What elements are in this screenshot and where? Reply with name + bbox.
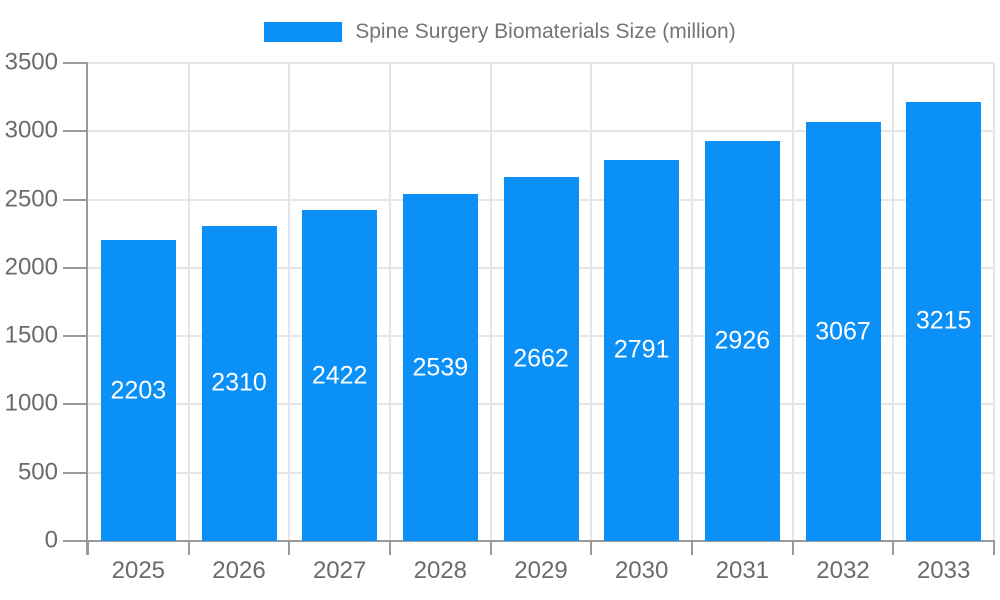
y-axis-label: 1500 <box>4 321 58 349</box>
bar-value-label: 2539 <box>412 353 469 382</box>
x-axis-label: 2031 <box>715 557 770 584</box>
bar-2028[interactable]: 2539 <box>402 194 478 541</box>
gridline-vertical <box>288 63 291 541</box>
gridline-horizontal <box>88 62 994 64</box>
gridline-vertical <box>187 63 190 541</box>
y-axis-label: 2000 <box>4 253 58 281</box>
y-axis-label: 2500 <box>4 185 58 213</box>
y-axis-tick <box>63 335 88 338</box>
y-axis-line <box>86 63 88 555</box>
bar-value-label: 3067 <box>815 317 871 346</box>
bar-2029[interactable]: 2662 <box>503 177 579 541</box>
y-axis-tick <box>63 403 88 406</box>
x-axis-label: 2032 <box>816 557 870 584</box>
x-axis-label: 2027 <box>312 557 367 584</box>
bar-value-label: 2926 <box>714 326 771 355</box>
chart-legend: Spine Surgery Biomaterials Size (million… <box>0 19 1000 45</box>
y-axis-label: 3000 <box>4 116 58 144</box>
y-axis-tick <box>63 130 88 133</box>
bar-value-label: 2791 <box>613 335 670 364</box>
bar-2031[interactable]: 2926 <box>704 141 780 541</box>
x-axis-tick <box>590 540 593 555</box>
x-axis-tick <box>892 540 895 555</box>
x-axis-tick <box>288 540 291 555</box>
y-axis-label: 0 <box>44 526 58 554</box>
y-axis-tick <box>63 266 88 269</box>
gridline-vertical <box>489 63 492 541</box>
gridline-vertical <box>389 63 391 541</box>
bar-2033[interactable]: 3215 <box>906 101 982 541</box>
x-axis-tick <box>389 540 391 555</box>
gridline-vertical <box>892 63 895 541</box>
x-axis-label: 2033 <box>916 557 971 584</box>
x-axis-tick <box>489 540 492 555</box>
x-axis-label: 2025 <box>111 557 166 584</box>
y-axis-label: 3500 <box>4 48 58 76</box>
gridline-vertical <box>993 63 995 541</box>
x-axis-label: 2029 <box>514 557 568 584</box>
bar-2027[interactable]: 2422 <box>302 210 378 541</box>
bar-2030[interactable]: 2791 <box>604 159 680 541</box>
x-axis-tick <box>691 540 693 555</box>
legend-label: Spine Surgery Biomaterials Size (million… <box>355 20 736 43</box>
x-axis-tick <box>87 540 89 555</box>
bar-value-label: 3215 <box>915 306 972 335</box>
bar-2026[interactable]: 2310 <box>201 225 277 541</box>
legend-swatch-icon <box>264 22 343 42</box>
y-axis-tick <box>63 198 88 201</box>
x-axis-tick <box>791 540 794 555</box>
bar-2025[interactable]: 2203 <box>100 240 176 541</box>
bar-value-label: 2422 <box>311 361 368 390</box>
x-axis-tick <box>187 540 190 555</box>
y-axis-label: 500 <box>17 458 58 486</box>
bar-value-label: 2203 <box>110 376 167 405</box>
legend-item[interactable]: Spine Surgery Biomaterials Size (million… <box>264 19 736 45</box>
gridline-vertical <box>590 63 593 541</box>
x-axis-label: 2030 <box>614 557 669 584</box>
y-axis-tick <box>63 471 88 474</box>
gridline-vertical <box>791 63 794 541</box>
x-axis-label: 2026 <box>212 557 266 584</box>
y-axis-tick <box>63 62 88 64</box>
bar-2032[interactable]: 3067 <box>805 122 881 541</box>
gridline-vertical <box>691 63 693 541</box>
bar-value-label: 2310 <box>211 368 267 397</box>
x-axis-tick <box>993 540 995 555</box>
bar-value-label: 2662 <box>513 344 569 373</box>
y-axis-label: 1000 <box>4 389 58 417</box>
gridline-horizontal <box>88 130 994 133</box>
x-axis-line <box>63 540 994 542</box>
x-axis-label: 2028 <box>413 557 468 584</box>
